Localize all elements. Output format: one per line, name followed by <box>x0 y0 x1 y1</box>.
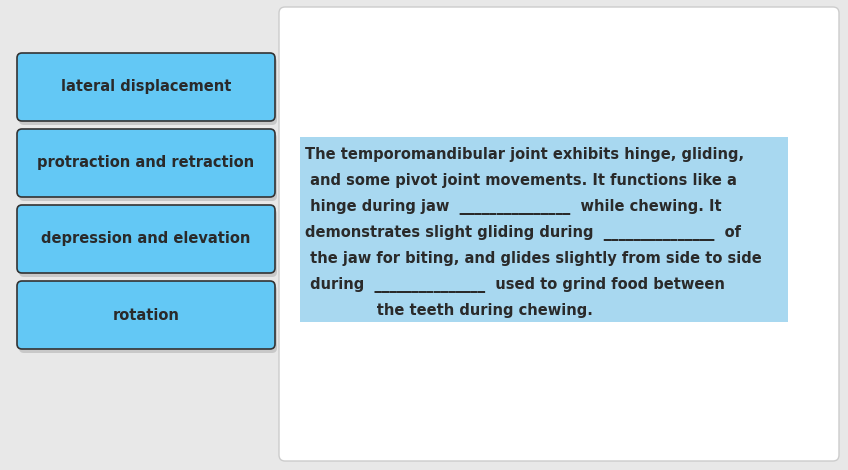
FancyBboxPatch shape <box>279 7 839 461</box>
Text: the jaw for biting, and glides slightly from side to side: the jaw for biting, and glides slightly … <box>305 251 762 266</box>
FancyBboxPatch shape <box>19 285 277 353</box>
Text: lateral displacement: lateral displacement <box>61 79 232 94</box>
FancyBboxPatch shape <box>19 133 277 201</box>
FancyBboxPatch shape <box>300 137 788 322</box>
FancyBboxPatch shape <box>17 129 275 197</box>
Text: and some pivot joint movements. It functions like a: and some pivot joint movements. It funct… <box>305 173 737 188</box>
Text: protraction and retraction: protraction and retraction <box>37 156 254 171</box>
FancyBboxPatch shape <box>17 205 275 273</box>
FancyBboxPatch shape <box>17 281 275 349</box>
Text: during  _______________  used to grind food between: during _______________ used to grind foo… <box>305 277 725 293</box>
Text: the teeth during chewing.: the teeth during chewing. <box>305 303 593 318</box>
Text: rotation: rotation <box>113 307 180 322</box>
Text: hinge during jaw  _______________  while chewing. It: hinge during jaw _______________ while c… <box>305 199 722 215</box>
FancyBboxPatch shape <box>19 57 277 125</box>
Text: depression and elevation: depression and elevation <box>42 232 251 246</box>
Text: demonstrates slight gliding during  _______________  of: demonstrates slight gliding during _____… <box>305 225 741 241</box>
FancyBboxPatch shape <box>17 53 275 121</box>
Text: The temporomandibular joint exhibits hinge, gliding,: The temporomandibular joint exhibits hin… <box>305 147 745 162</box>
FancyBboxPatch shape <box>19 209 277 277</box>
